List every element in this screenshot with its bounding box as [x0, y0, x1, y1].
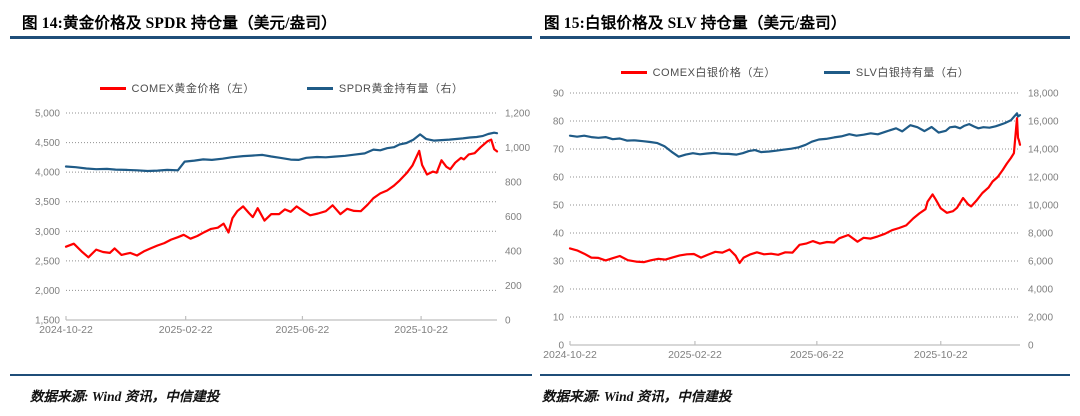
left-axis-tick-label: 2,000 — [35, 286, 60, 297]
gold-footer-rule — [10, 374, 532, 376]
legend-item-silver-price: COMEX白银价格（左） — [620, 64, 776, 80]
x-axis-tick-label: 2025-10-22 — [914, 349, 968, 361]
right-axis-tick-label: 18,000 — [1028, 89, 1059, 100]
right-axis-tick-label: 1,000 — [505, 143, 530, 154]
silver-title-rule — [540, 36, 1070, 39]
right-axis-tick-label: 400 — [505, 247, 522, 258]
slv-holdings-legend-label: SLV白银持有量（右） — [855, 67, 970, 79]
series-line — [568, 112, 1022, 158]
legend-item-gold-price: COMEX黄金价格（左） — [99, 80, 255, 96]
right-axis-tick-label: 0 — [1028, 341, 1034, 352]
right-axis-tick-label: 600 — [505, 212, 522, 223]
left-axis-tick-label: 3,500 — [35, 197, 60, 208]
x-axis-tick-label: 2025-06-22 — [790, 349, 844, 361]
silver-price-line-swatch-icon — [620, 70, 647, 74]
gold-price-legend-label: COMEX黄金价格（左） — [131, 83, 255, 95]
right-axis-tick-label: 16,000 — [1028, 117, 1059, 128]
x-axis-tick-label: 2024-10-22 — [39, 324, 93, 336]
right-axis-tick-label: 14,000 — [1028, 145, 1059, 156]
right-axis-tick-label: 200 — [505, 281, 522, 292]
x-axis-tick-label: 2025-06-22 — [276, 324, 330, 336]
right-axis-tick-label: 2,000 — [1028, 313, 1053, 324]
gold-chart-plot: 1,500 2,000 2,500 3,000 3,500 4,000 4,500 5,000… — [35, 109, 530, 337]
right-axis-tick-label: 10,000 — [1028, 201, 1059, 212]
series-line — [64, 138, 499, 259]
left-axis-tick-label: 5,000 — [35, 109, 60, 120]
silver-price-legend-label: COMEX白银价格（左） — [652, 67, 776, 79]
silver-chart-title: 图 15:白银价格及 SLV 持仓量（美元/盎司） — [544, 15, 847, 32]
legend-item-slv-holdings: SLV白银持有量（右） — [823, 64, 970, 80]
gold-title-rule — [10, 36, 532, 39]
left-axis-tick-label: 4,500 — [35, 138, 60, 149]
left-axis-tick-label: 10 — [553, 313, 565, 324]
series-line — [64, 131, 499, 173]
left-axis-tick-label: 30 — [553, 257, 565, 268]
slv-holdings-line-swatch-icon — [823, 70, 850, 74]
left-axis-tick-label: 20 — [553, 285, 565, 296]
x-axis-tick-label: 2024-10-22 — [543, 349, 597, 361]
gold-chart-legend: COMEX黄金价格（左） SPDR黄金持有量（右） — [66, 80, 497, 96]
silver-chart-legend: COMEX白银价格（左） SLV白银持有量（右） — [570, 64, 1020, 80]
x-axis-tick-label: 2025-10-22 — [394, 324, 448, 336]
right-axis-tick-label: 8,000 — [1028, 229, 1053, 240]
left-axis-tick-label: 3,000 — [35, 227, 60, 238]
right-axis-tick-label: 6,000 — [1028, 257, 1053, 268]
left-axis-tick-label: 40 — [553, 229, 565, 240]
series-line — [568, 117, 1022, 265]
left-axis-tick-label: 0 — [558, 341, 564, 352]
silver-chart-plot: 0 10 20 30 40 50 60 70 80 90 0 2,000 4,000 6,000 8,000… — [543, 89, 1059, 362]
left-axis-tick-label: 70 — [553, 145, 565, 156]
spdr-holdings-line-swatch-icon — [306, 86, 333, 90]
left-axis-tick-label: 2,500 — [35, 256, 60, 267]
left-axis-tick-label: 4,000 — [35, 168, 60, 179]
x-axis-tick-label: 2025-02-22 — [159, 324, 213, 336]
gold-chart-title: 图 14:黄金价格及 SPDR 持仓量（美元/盎司） — [22, 15, 337, 32]
left-axis-tick-label: 90 — [553, 89, 565, 100]
silver-source-note: 数据来源: Wind 资讯，中信建投 — [542, 389, 732, 404]
spdr-holdings-legend-label: SPDR黄金持有量（右） — [338, 83, 464, 95]
gold-source-note: 数据来源: Wind 资讯，中信建投 — [30, 389, 220, 404]
left-axis-tick-label: 50 — [553, 201, 565, 212]
right-axis-tick-label: 1,200 — [505, 109, 530, 120]
right-axis-tick-label: 0 — [505, 316, 511, 327]
left-axis-tick-label: 60 — [553, 173, 565, 184]
silver-footer-rule — [540, 374, 1070, 376]
legend-item-spdr-holdings: SPDR黄金持有量（右） — [306, 80, 464, 96]
right-axis-tick-label: 800 — [505, 178, 522, 189]
left-axis-tick-label: 1,500 — [35, 316, 60, 327]
right-axis-tick-label: 12,000 — [1028, 173, 1059, 184]
gold-price-line-swatch-icon — [99, 86, 126, 90]
left-axis-tick-label: 80 — [553, 117, 565, 128]
right-axis-tick-label: 4,000 — [1028, 285, 1053, 296]
x-axis-tick-label: 2025-02-22 — [668, 349, 722, 361]
